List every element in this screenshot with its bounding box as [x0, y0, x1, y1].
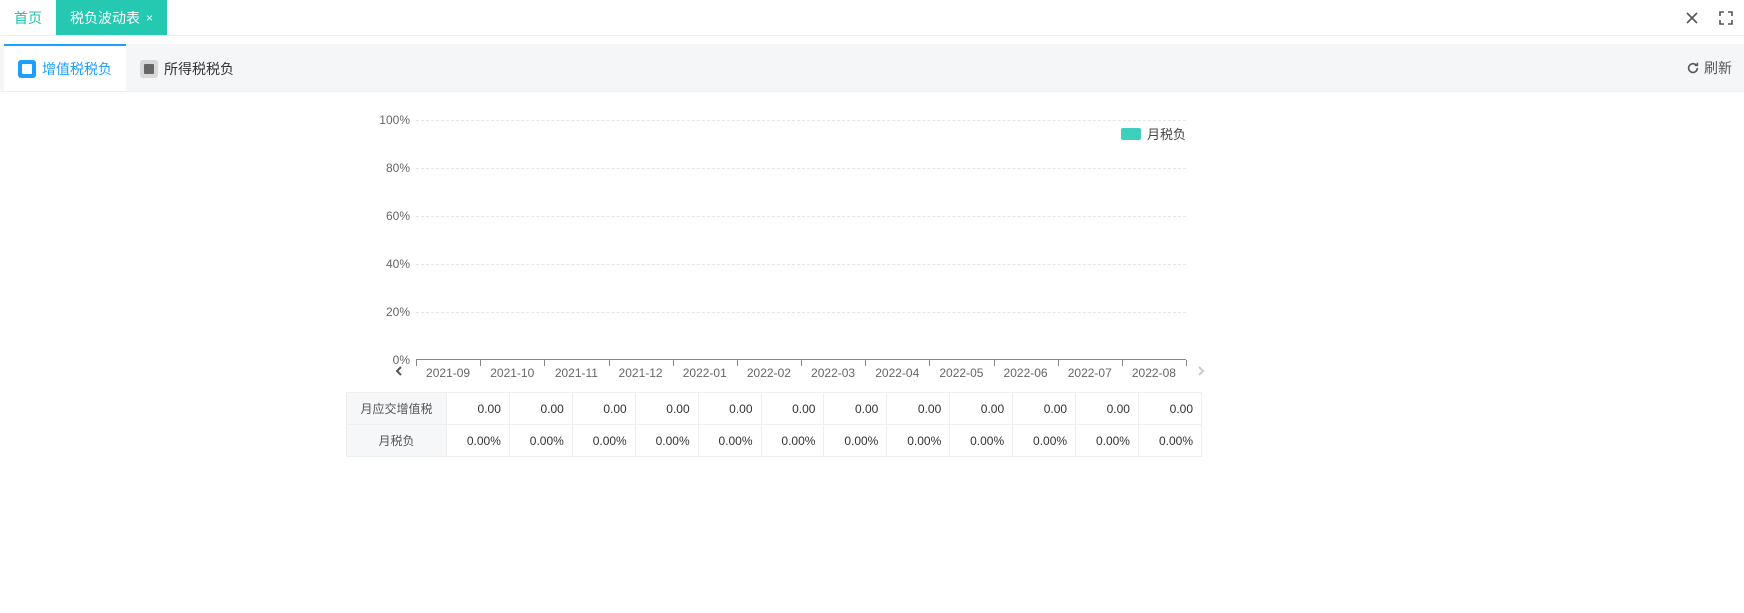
y-tick-label: 40% — [386, 257, 410, 271]
close-all-tabs-icon[interactable] — [1682, 8, 1702, 28]
x-tick-label: 2021-09 — [426, 366, 470, 380]
gridline — [416, 264, 1186, 265]
chart-x-labels: 2021-09 2021-10 2021-11 2021-12 2022-01 2022-… — [416, 360, 1186, 388]
table-cell: 0.00 — [447, 393, 510, 425]
sub-tab-bar: 增值税税负 所得税税负 刷新 — [0, 44, 1744, 92]
table-row: 月税负 0.00%0.00%0.00%0.00%0.00%0.00%0.00%0… — [347, 425, 1202, 457]
chart-plot-area: 0%20%40%60%80%100% — [416, 120, 1186, 360]
table-cell: 0.00 — [509, 393, 572, 425]
table-cell: 0.00% — [447, 425, 510, 457]
table-cell: 0.00 — [572, 393, 635, 425]
table-cell: 0.00 — [1138, 393, 1201, 425]
top-tabs: 首页 税负波动表 × — [0, 0, 1674, 35]
x-tick-label: 2022-04 — [875, 366, 919, 380]
chevron-right-icon — [1195, 365, 1207, 377]
table-cell: 0.00 — [950, 393, 1013, 425]
table-cell: 0.00% — [509, 425, 572, 457]
y-tick-label: 80% — [386, 161, 410, 175]
subtab-vat-label: 增值税税负 — [42, 59, 112, 79]
gridline — [416, 120, 1186, 121]
row-header-monthly-rate: 月税负 — [347, 425, 447, 457]
table-cell: 0.00% — [761, 425, 824, 457]
tab-home[interactable]: 首页 — [0, 0, 56, 35]
table-cell: 0.00% — [1013, 425, 1076, 457]
table-cell: 0.00 — [1013, 393, 1076, 425]
x-tick-label: 2021-10 — [490, 366, 534, 380]
chart-next-button[interactable] — [1192, 362, 1210, 380]
subtab-vat[interactable]: 增值税税负 — [4, 44, 126, 91]
y-tick-label: 60% — [386, 209, 410, 223]
refresh-button[interactable]: 刷新 — [1686, 58, 1732, 78]
chart-prev-button[interactable] — [390, 362, 408, 380]
y-tick-label: 20% — [386, 305, 410, 319]
chart-container: 月税负 0%20%40%60%80%100% 2021-092021-10202… — [16, 120, 1196, 457]
x-tick-label: 2022-07 — [1068, 366, 1112, 380]
gridline — [416, 168, 1186, 169]
chart-gridlines — [416, 120, 1186, 360]
subtab-income-label: 所得税税负 — [164, 59, 234, 79]
table-row: 月应交增值税 0.000.000.000.000.000.000.000.000… — [347, 393, 1202, 425]
x-tick-label: 2021-12 — [619, 366, 663, 380]
gridline — [416, 216, 1186, 217]
table-cell: 0.00 — [824, 393, 887, 425]
table-cell: 0.00 — [761, 393, 824, 425]
table-cell: 0.00% — [824, 425, 887, 457]
x-tick-label: 2022-01 — [683, 366, 727, 380]
y-tick-label: 100% — [379, 113, 410, 127]
table-cell: 0.00 — [635, 393, 698, 425]
content-area: 月税负 0%20%40%60%80%100% 2021-092021-10202… — [0, 92, 1744, 457]
table-cell: 0.00 — [698, 393, 761, 425]
tab-home-label: 首页 — [14, 8, 42, 28]
table-cell: 0.00% — [887, 425, 950, 457]
income-tax-icon — [140, 60, 158, 78]
refresh-icon — [1686, 61, 1700, 75]
x-tick-label: 2022-03 — [811, 366, 855, 380]
data-table: 月应交增值税 0.000.000.000.000.000.000.000.000… — [346, 392, 1202, 457]
subtab-income-tax[interactable]: 所得税税负 — [126, 44, 248, 91]
table-cell: 0.00% — [635, 425, 698, 457]
x-tick-label: 2021-11 — [555, 366, 598, 380]
x-tick-label: 2022-06 — [1004, 366, 1048, 380]
close-icon[interactable]: × — [146, 11, 153, 25]
topbar-right-controls — [1674, 0, 1744, 35]
table-cell: 0.00% — [1076, 425, 1139, 457]
gridline — [416, 312, 1186, 313]
vat-icon — [18, 60, 36, 78]
table-cell: 0.00% — [698, 425, 761, 457]
table-cell: 0.00% — [950, 425, 1013, 457]
table-cell: 0.00% — [572, 425, 635, 457]
refresh-label: 刷新 — [1704, 58, 1732, 78]
table-cell: 0.00 — [887, 393, 950, 425]
row-header-vat-payable: 月应交增值税 — [347, 393, 447, 425]
table-cell: 0.00% — [1138, 425, 1201, 457]
table-cell: 0.00 — [1076, 393, 1139, 425]
fullscreen-icon[interactable] — [1716, 8, 1736, 28]
sub-tabs: 增值税税负 所得税税负 — [4, 44, 1686, 91]
tab-tax-fluctuation[interactable]: 税负波动表 × — [56, 0, 167, 35]
x-tick — [1186, 360, 1187, 366]
tab-active-label: 税负波动表 — [70, 8, 140, 28]
x-tick-label: 2022-08 — [1132, 366, 1176, 380]
chevron-left-icon — [393, 365, 405, 377]
chart-y-axis: 0%20%40%60%80%100% — [374, 120, 414, 360]
x-tick-label: 2022-05 — [939, 366, 983, 380]
x-tick-label: 2022-02 — [747, 366, 791, 380]
top-tab-bar: 首页 税负波动表 × — [0, 0, 1744, 36]
